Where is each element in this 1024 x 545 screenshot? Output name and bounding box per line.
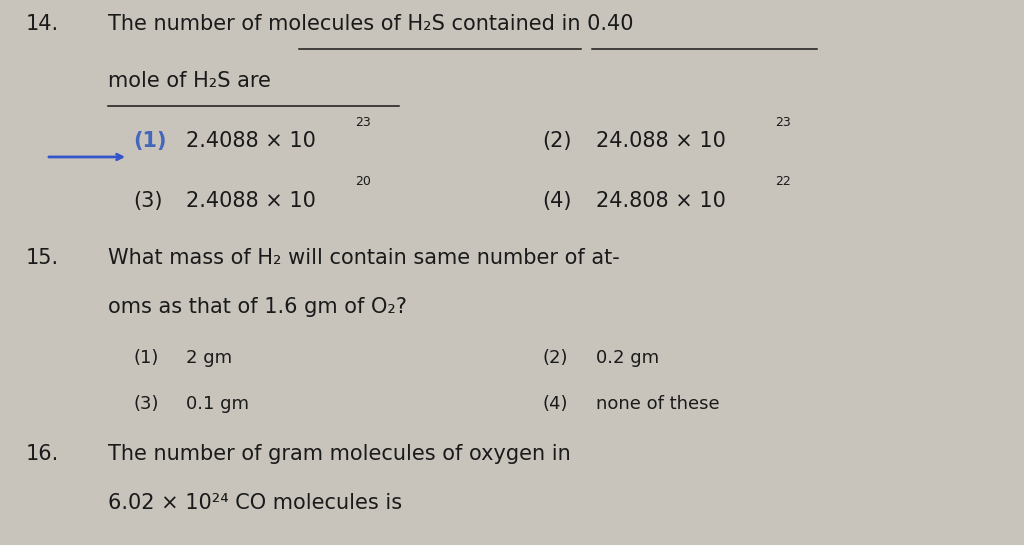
Text: 23: 23 xyxy=(775,116,791,129)
Text: 20: 20 xyxy=(355,175,372,189)
Text: The number of gram molecules of oxygen in: The number of gram molecules of oxygen i… xyxy=(108,444,570,464)
Text: 0.1 gm: 0.1 gm xyxy=(186,395,250,413)
Text: 2 gm: 2 gm xyxy=(186,349,232,367)
Text: (3): (3) xyxy=(133,395,159,413)
Text: 24.808 × 10: 24.808 × 10 xyxy=(596,191,726,211)
Text: 15.: 15. xyxy=(26,248,58,268)
Text: mole of H₂S are: mole of H₂S are xyxy=(108,71,270,91)
Text: (4): (4) xyxy=(543,191,572,211)
Text: 14.: 14. xyxy=(26,14,58,34)
Text: oms as that of 1.6 gm of O₂?: oms as that of 1.6 gm of O₂? xyxy=(108,297,407,317)
Text: The number of molecules of H₂S contained in 0.40: The number of molecules of H₂S contained… xyxy=(108,14,633,34)
Text: (3): (3) xyxy=(133,191,163,211)
Text: (1): (1) xyxy=(133,131,167,151)
Text: 2.4088 × 10: 2.4088 × 10 xyxy=(186,191,316,211)
Text: (4): (4) xyxy=(543,395,568,413)
Text: 16.: 16. xyxy=(26,444,58,464)
Text: 23: 23 xyxy=(355,116,371,129)
Text: (2): (2) xyxy=(543,131,572,151)
Text: 24.088 × 10: 24.088 × 10 xyxy=(596,131,726,151)
Text: (2): (2) xyxy=(543,349,568,367)
Text: 0.2 gm: 0.2 gm xyxy=(596,349,659,367)
Text: 2.4088 × 10: 2.4088 × 10 xyxy=(186,131,316,151)
Text: 6.02 × 10²⁴ CO molecules is: 6.02 × 10²⁴ CO molecules is xyxy=(108,493,401,513)
Text: 22: 22 xyxy=(775,175,791,189)
Text: none of these: none of these xyxy=(596,395,720,413)
Text: (1): (1) xyxy=(133,349,159,367)
Text: What mass of H₂ will contain same number of at-: What mass of H₂ will contain same number… xyxy=(108,248,620,268)
